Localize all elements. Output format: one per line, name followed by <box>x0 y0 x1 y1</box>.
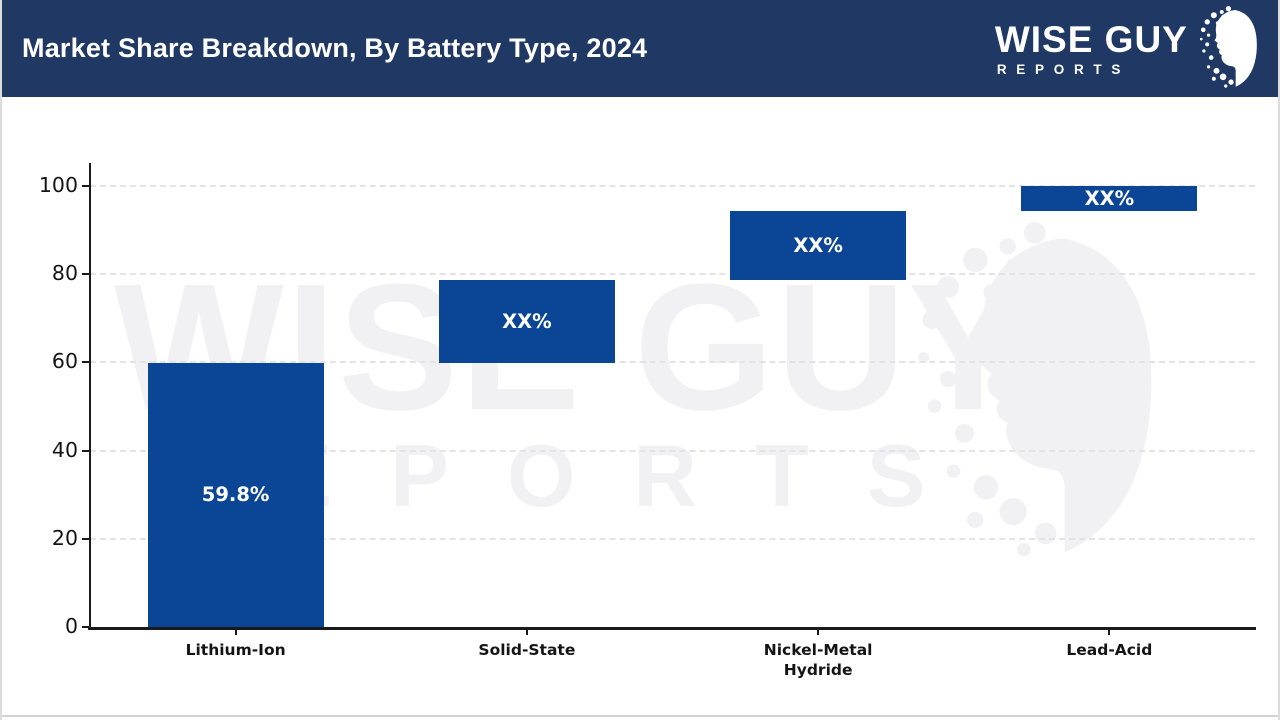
y-tick-label-60: 60 <box>51 349 78 374</box>
gridline-40 <box>90 449 1255 452</box>
x-category-label: Lead-Acid <box>1066 641 1153 659</box>
y-tick-label-20: 20 <box>51 525 78 550</box>
gridline-20 <box>90 537 1255 540</box>
y-tick-label-0: 0 <box>64 614 78 638</box>
wiseguy-logo: WISE GUY REPORTS <box>995 5 1260 92</box>
header-bar: Market Share Breakdown, By Battery Type,… <box>2 0 1278 97</box>
x-category-label: Solid-State <box>478 641 576 659</box>
bar-value-label: XX% <box>502 309 552 333</box>
bar-lead-acid: XX% <box>1021 186 1198 212</box>
x-tick-0 <box>234 627 237 635</box>
y-tick-60 <box>82 361 90 364</box>
x-category-label: Lithium-Ion <box>185 641 286 659</box>
x-category-label: Nickel-Metal Hydride <box>763 641 873 680</box>
x-tick-3 <box>1108 627 1111 635</box>
logo-text: WISE GUY REPORTS <box>995 21 1188 77</box>
x-tick-1 <box>525 627 528 635</box>
y-tick-label-100: 100 <box>38 173 78 197</box>
y-tick-80 <box>82 273 90 276</box>
y-axis-line <box>89 163 91 629</box>
logo-wordmark: WISE GUY <box>994 18 1188 60</box>
y-tick-40 <box>82 449 90 452</box>
bar-value-label: XX% <box>793 233 843 257</box>
bar-solid-state: XX% <box>438 279 615 364</box>
y-tick-20 <box>82 537 90 540</box>
y-tick-label-40: 40 <box>51 437 78 462</box>
bar-nickel-metal-hydride: XX% <box>730 211 907 280</box>
gridline-60 <box>90 361 1255 364</box>
bar-lithium-ion: 59.8% <box>147 363 324 627</box>
logo-subtitle: REPORTS <box>996 61 1131 77</box>
bar-value-label: 59.8% <box>201 483 270 507</box>
y-tick-100 <box>82 185 90 187</box>
gridline-80 <box>90 273 1255 276</box>
bar-value-label: XX% <box>1084 186 1135 210</box>
gridline-100 <box>90 185 1255 187</box>
bottom-divider <box>2 715 1278 717</box>
y-tick-label-80: 80 <box>51 261 78 286</box>
y-tick-0 <box>82 626 90 628</box>
x-tick-2 <box>817 627 820 635</box>
page-title: Market Share Breakdown, By Battery Type,… <box>22 33 648 63</box>
x-axis-line <box>88 627 1256 630</box>
